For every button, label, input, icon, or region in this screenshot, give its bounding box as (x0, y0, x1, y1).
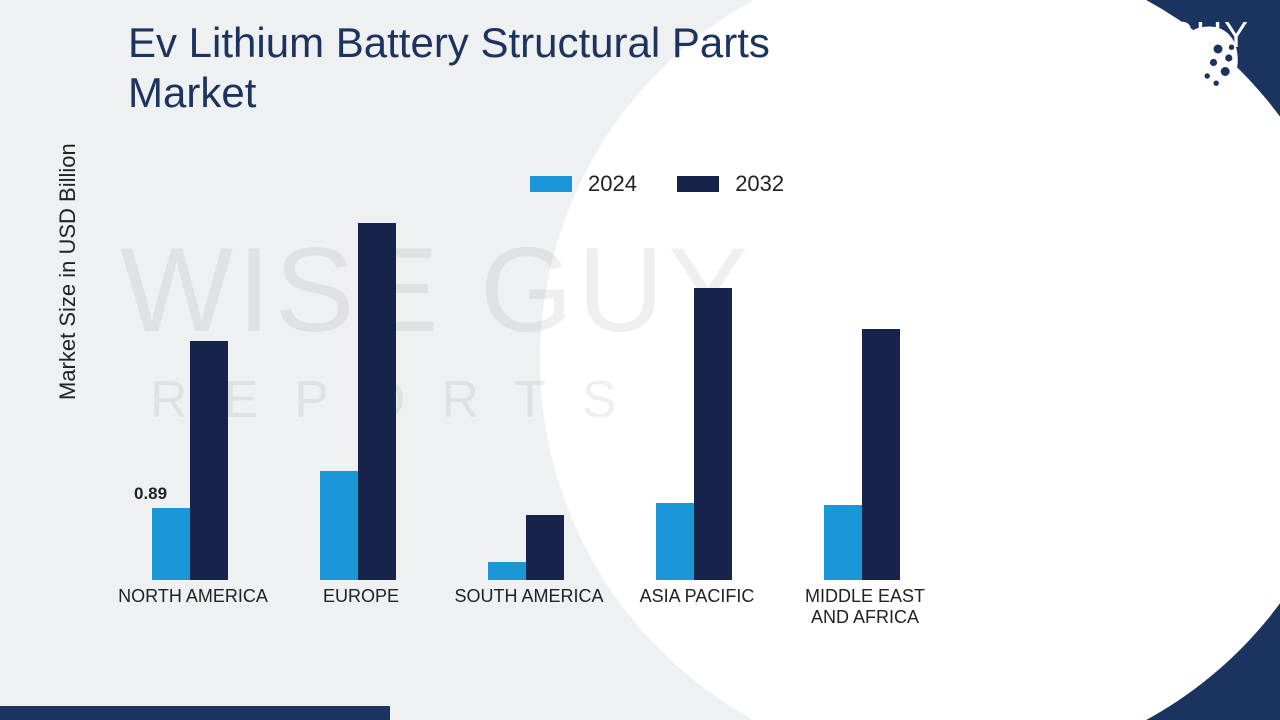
legend-label-1: 2032 (735, 171, 784, 197)
bar (190, 341, 228, 580)
bar (358, 223, 396, 580)
bar (694, 288, 732, 580)
chart-title: Ev Lithium Battery Structural Parts Mark… (128, 18, 868, 119)
bar (656, 503, 694, 580)
bar (862, 329, 900, 580)
x-tick-label: MIDDLE EAST AND AFRICA (785, 580, 945, 627)
x-tick-label: SOUTH AMERICA (449, 580, 609, 607)
x-tick-label: NORTH AMERICA (113, 580, 273, 607)
bar (526, 515, 564, 580)
chart-canvas: Ev Lithium Battery Structural Parts Mark… (0, 0, 1280, 720)
bar (152, 508, 190, 580)
legend-swatch-1 (677, 176, 719, 192)
bottom-stripe (0, 706, 390, 720)
x-tick-label: ASIA PACIFIC (617, 580, 777, 607)
value-label: 0.89 (134, 484, 167, 504)
brand-head-icon (1164, 22, 1254, 112)
bar (488, 562, 526, 580)
legend-swatch-0 (530, 176, 572, 192)
legend-label-0: 2024 (588, 171, 637, 197)
legend: 2024 2032 (0, 170, 1280, 197)
x-tick-label: EUROPE (281, 580, 441, 607)
bar (320, 471, 358, 581)
plot-area: NORTH AMERICAEUROPESOUTH AMERICAASIA PAC… (128, 215, 948, 580)
bar (824, 505, 862, 580)
